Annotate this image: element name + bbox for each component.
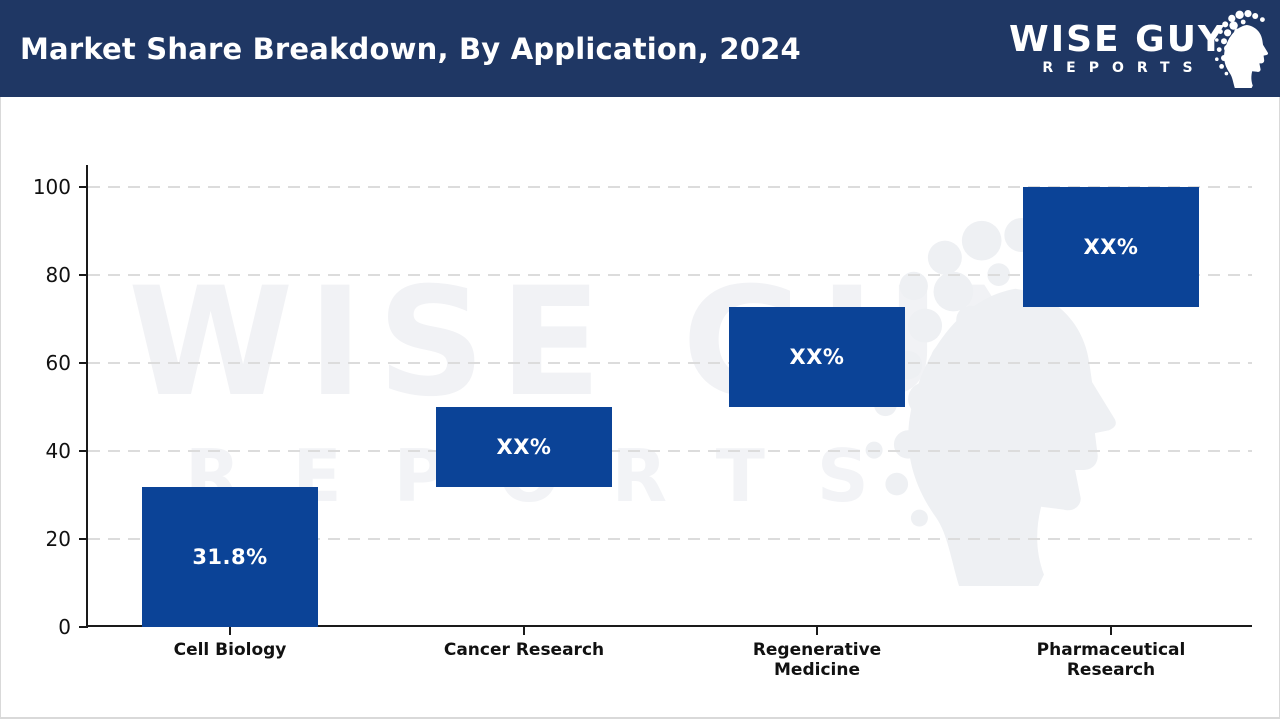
logo-text: WISE GUY REPORTS <box>1008 18 1226 77</box>
brand-logo: WISE GUY REPORTS <box>1008 9 1272 88</box>
category-label-line: Cancer Research <box>443 640 605 660</box>
y-tick-mark <box>79 626 88 628</box>
x-tick-mark <box>816 627 818 635</box>
gridline <box>88 450 1252 452</box>
gridline <box>88 362 1252 364</box>
x-axis-line <box>86 625 1252 627</box>
category-label-line: Medicine <box>774 660 860 680</box>
y-tick-label: 60 <box>45 351 71 375</box>
y-tick-label: 40 <box>45 439 71 463</box>
y-tick-label: 0 <box>58 615 71 639</box>
bar-segment: XX% <box>1023 187 1199 308</box>
y-tick-mark <box>79 186 88 188</box>
category-label: Regenerative Medicine <box>702 640 932 680</box>
category-label: Cancer Research <box>409 640 639 660</box>
logo-wordmark: WISE GUY <box>1008 18 1226 60</box>
x-tick-mark <box>229 627 231 635</box>
category-label-line: Cell Biology <box>173 640 287 660</box>
gridline <box>88 538 1252 540</box>
category-label: Cell Biology <box>115 640 345 660</box>
bar-value-label: XX% <box>496 435 552 460</box>
y-tick-mark <box>79 274 88 276</box>
header: Market Share Breakdown, By Application, … <box>0 0 1280 97</box>
page-title: Market Share Breakdown, By Application, … <box>20 31 801 66</box>
y-tick-label: 20 <box>45 527 71 551</box>
logo-subtext: REPORTS <box>1042 59 1206 76</box>
wise-guy-head-icon <box>1215 9 1269 88</box>
y-tick-mark <box>79 450 88 452</box>
bar-segment: 31.8% <box>142 487 318 627</box>
x-tick-mark <box>1110 627 1112 635</box>
bar-value-label: XX% <box>789 345 845 370</box>
y-tick-mark <box>79 362 88 364</box>
bar-segment: XX% <box>729 307 905 407</box>
category-label-line: Regenerative <box>752 640 882 660</box>
y-tick-mark <box>79 538 88 540</box>
category-label-line: Pharmaceutical <box>1036 640 1186 660</box>
x-tick-mark <box>523 627 525 635</box>
bar-value-label: 31.8% <box>192 545 268 570</box>
category-label-line: Research <box>1066 660 1156 680</box>
bar-segment: XX% <box>436 407 612 488</box>
gridline <box>88 186 1252 188</box>
y-tick-label: 100 <box>32 175 71 199</box>
y-axis-line <box>86 165 88 627</box>
gridline <box>88 274 1252 276</box>
category-label: Pharmaceutical Research <box>996 640 1226 680</box>
bar-value-label: XX% <box>1083 235 1139 260</box>
y-tick-label: 80 <box>45 263 71 287</box>
